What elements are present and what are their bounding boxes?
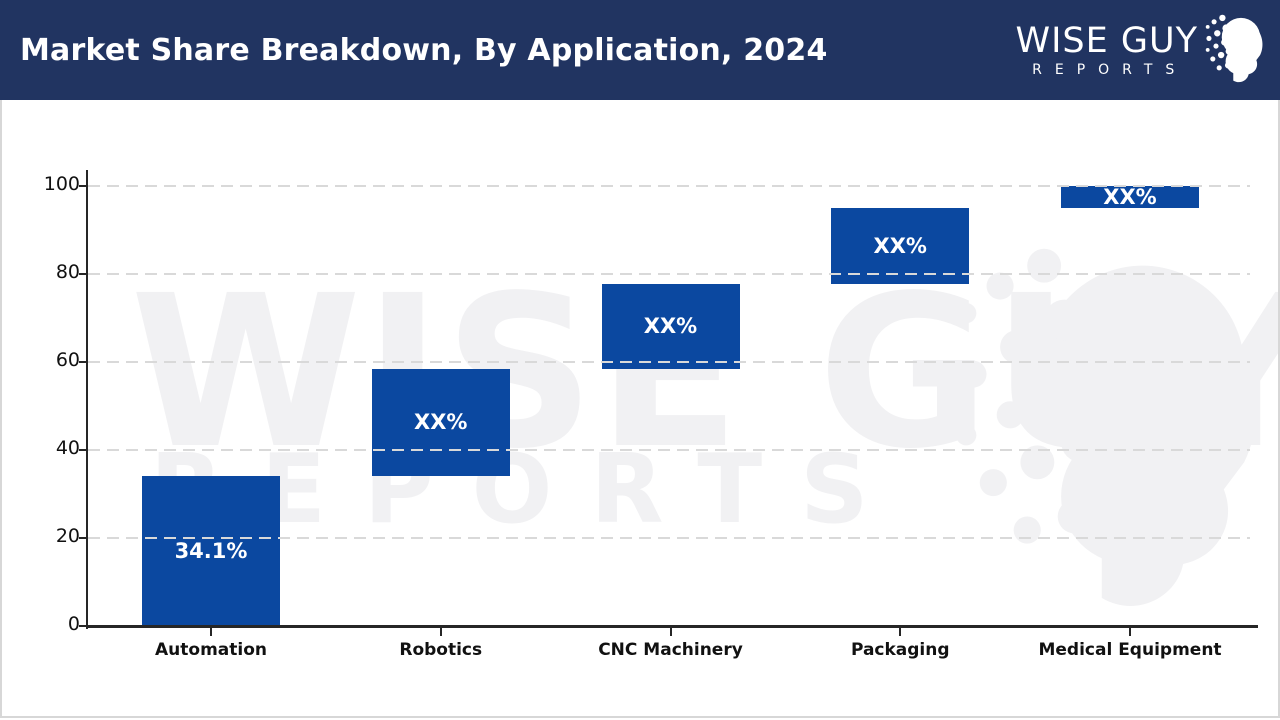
wiseguy-head-icon bbox=[1200, 10, 1264, 90]
y-tick-mark-40 bbox=[79, 449, 86, 451]
y-tick-mark-80 bbox=[79, 273, 86, 275]
frame-border-left bbox=[0, 100, 2, 718]
bar-label-automation: 34.1% bbox=[174, 538, 248, 563]
page-title: Market Share Breakdown, By Application, … bbox=[20, 32, 828, 68]
frame-border-bottom bbox=[0, 716, 1280, 718]
y-tick-label-80: 80 bbox=[55, 261, 80, 283]
watermark-head-icon bbox=[925, 225, 1265, 629]
gridline-100 bbox=[88, 185, 1250, 187]
frame-border-right bbox=[1278, 100, 1280, 718]
bar-packaging: XX% bbox=[831, 208, 970, 284]
bar-label-packaging: XX% bbox=[873, 233, 927, 258]
bar-label-robotics: XX% bbox=[414, 410, 468, 435]
y-tick-mark-100 bbox=[79, 185, 86, 187]
y-tick-label-60: 60 bbox=[55, 349, 80, 371]
bar-robotics: XX% bbox=[371, 368, 510, 476]
y-tick-mark-20 bbox=[79, 537, 86, 539]
y-tick-label-100: 100 bbox=[43, 173, 80, 195]
x-tick-mark-medical-equipment bbox=[1129, 628, 1131, 636]
x-tick-mark-packaging bbox=[899, 628, 902, 636]
bar-automation: 34.1% bbox=[142, 475, 280, 626]
gridline-40 bbox=[88, 449, 1250, 451]
y-tick-mark-60 bbox=[79, 361, 86, 363]
x-axis-label-packaging: Packaging bbox=[850, 640, 950, 660]
x-axis-label-robotics: Robotics bbox=[399, 640, 483, 660]
x-axis-label-medical-equipment: Medical Equipment bbox=[1038, 640, 1222, 660]
wiseguy-logo: WISE GUY REPORTS bbox=[1015, 10, 1264, 90]
y-tick-label-20: 20 bbox=[55, 525, 80, 547]
bar-cnc-machinery: XX% bbox=[601, 283, 740, 369]
x-axis-line bbox=[86, 625, 1258, 628]
x-axis-label-cnc-machinery: CNC Machinery bbox=[598, 640, 743, 660]
y-tick-mark-0 bbox=[79, 625, 86, 627]
bar-label-cnc-machinery: XX% bbox=[643, 314, 698, 339]
wiseguy-logo-name: WISE GUY bbox=[1015, 20, 1198, 61]
y-tick-label-40: 40 bbox=[55, 437, 80, 459]
bar-label-medical-equipment: XX% bbox=[1103, 185, 1157, 209]
y-tick-label-0: 0 bbox=[67, 613, 80, 635]
gridline-80 bbox=[88, 273, 1250, 275]
y-axis-line bbox=[86, 170, 88, 629]
x-tick-mark-robotics bbox=[439, 628, 442, 636]
gridline-20 bbox=[88, 537, 1250, 539]
x-tick-mark-automation bbox=[210, 628, 212, 636]
bar-medical-equipment: XX% bbox=[1061, 185, 1199, 209]
x-tick-mark-cnc-machinery bbox=[669, 628, 672, 636]
header-bar: Market Share Breakdown, By Application, … bbox=[0, 0, 1280, 100]
wiseguy-logo-subname: REPORTS bbox=[1032, 61, 1188, 78]
gridline-60 bbox=[88, 361, 1250, 363]
x-axis-label-automation: Automation bbox=[155, 640, 267, 660]
wiseguy-logo-text: WISE GUY REPORTS bbox=[1015, 20, 1198, 78]
